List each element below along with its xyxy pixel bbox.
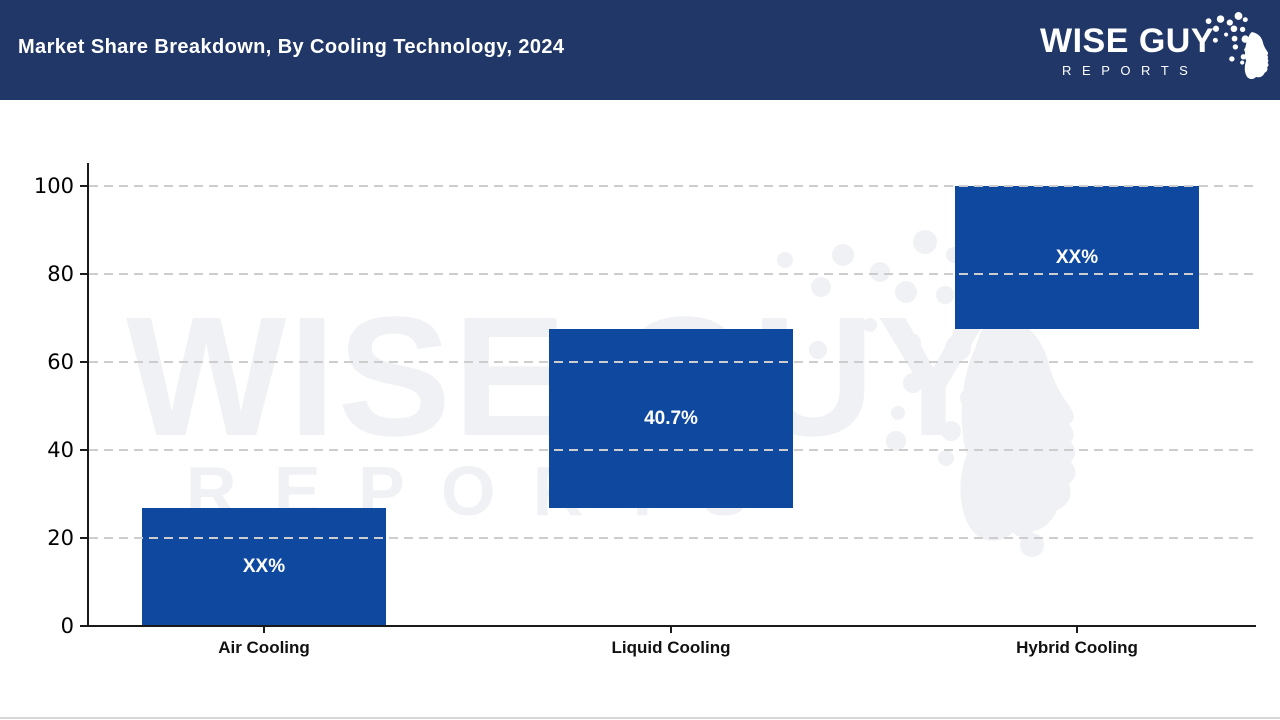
x-axis-line [87, 625, 1256, 627]
gridline-60 [89, 361, 1256, 363]
y-tick-mark-40 [80, 449, 87, 451]
y-tick-mark-80 [80, 273, 87, 275]
gridlines-layer [0, 100, 1280, 720]
x-axis-label-hybrid-cooling: Hybrid Cooling [1016, 638, 1138, 657]
bottom-border [0, 717, 1280, 719]
x-axis-label-air-cooling: Air Cooling [218, 638, 310, 657]
y-tick-mark-20 [80, 537, 87, 539]
logo-wordmark: WISE GUY [1040, 22, 1215, 60]
y-tick-label-80: 80 [47, 262, 74, 286]
x-tick-mark-3 [1076, 627, 1078, 633]
header-bar: Market Share Breakdown, By Cooling Techn… [0, 0, 1280, 100]
bar-hybrid-cooling [955, 186, 1199, 329]
bar-liquid-cooling [549, 329, 793, 509]
y-tick-mark-100 [80, 185, 87, 187]
bar-air-cooling [142, 508, 386, 626]
y-tick-mark-60 [80, 361, 87, 363]
x-tick-mark-1 [263, 627, 265, 633]
y-tick-label-0: 0 [60, 614, 74, 638]
y-tick-mark-0 [80, 625, 87, 627]
chart-title: Market Share Breakdown, By Cooling Techn… [18, 36, 565, 58]
x-tick-mark-2 [670, 627, 672, 633]
bars-layer [0, 100, 1280, 720]
gridline-100 [89, 185, 1256, 187]
gridline-40 [89, 449, 1256, 451]
gridline-20 [89, 537, 1256, 539]
bar-value-label-2: 40.7% [644, 407, 698, 429]
y-axis-line [87, 163, 89, 627]
y-tick-label-40: 40 [47, 438, 74, 462]
x-axis-label-liquid-cooling: Liquid Cooling [611, 638, 731, 657]
bar-value-label-3: XX% [1055, 246, 1099, 268]
y-tick-label-20: 20 [47, 526, 74, 550]
gridline-80 [89, 273, 1256, 275]
bar-value-label-1: XX% [242, 556, 286, 578]
y-tick-label-60: 60 [47, 350, 74, 374]
y-tick-label-100: 100 [33, 174, 74, 198]
bar-labels-layer: XX% 40.7% XX% [0, 100, 1280, 720]
logo-subtext: R E P O R T S [1062, 63, 1192, 78]
plot-area: WISE GUY R E P O R T S XX% 40.7% XX% 0 20 40… [0, 100, 1280, 720]
logo-face-icon [1205, 12, 1269, 80]
watermark-face-icon [777, 230, 1076, 557]
axes-layer: 0 20 40 60 80 100 Air Cooling Liquid Cooling Hyb… [0, 100, 1280, 720]
